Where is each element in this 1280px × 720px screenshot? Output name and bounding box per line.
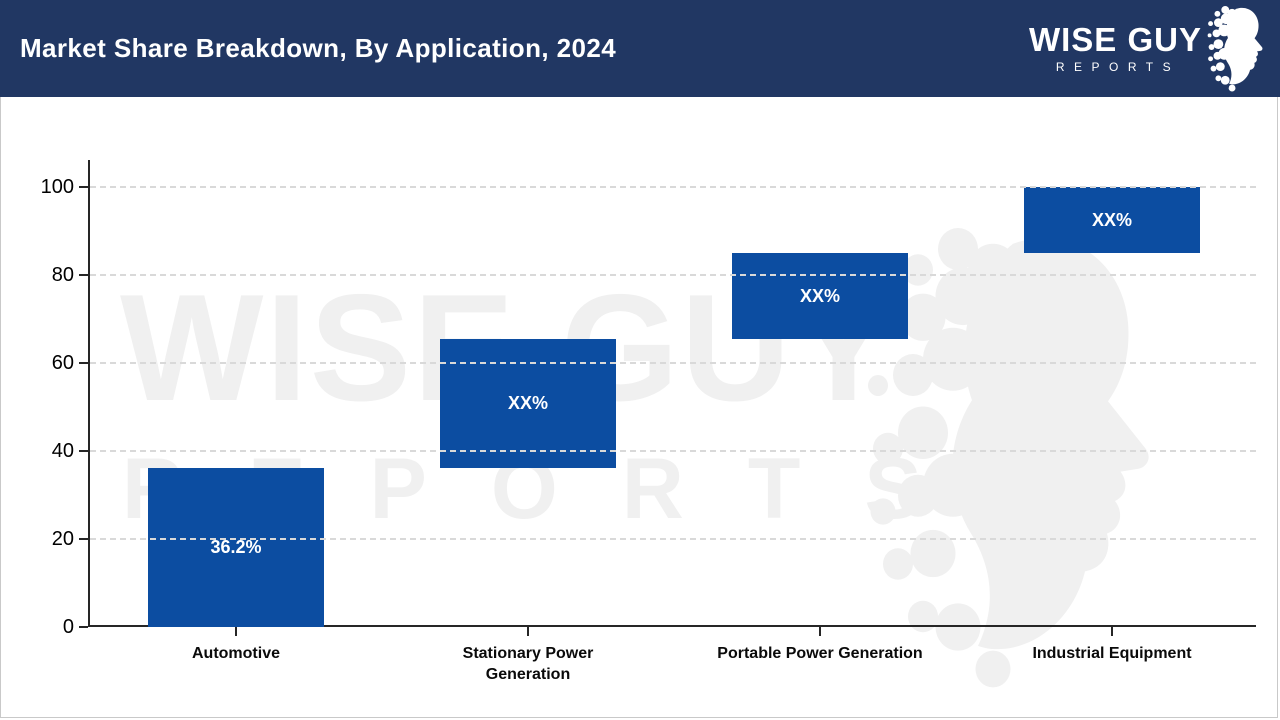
plot-area: 36.2% XX% XX% XX% 0 20 40 60 80 100 Automotive Stat… <box>41 160 1256 683</box>
y-tick-label: 100 <box>40 176 74 198</box>
bar-segment <box>148 467 324 627</box>
wise-guy-reports-logo: WISE GUY REPORTS <box>1029 5 1266 92</box>
x-tick-mark <box>235 627 237 636</box>
page-title: Market Share Breakdown, By Application, … <box>20 33 617 63</box>
bar-value-label: XX% <box>799 285 840 306</box>
logo-face-icon <box>1207 5 1263 92</box>
y-gridline <box>90 362 1256 364</box>
y-gridline <box>90 538 1256 540</box>
logo-line2: REPORTS <box>1055 60 1181 74</box>
bar-segment <box>440 338 616 468</box>
y-gridline <box>90 186 1256 188</box>
x-category-label: Stationary Power Generation <box>462 645 594 684</box>
bar-value-label: 36.2% <box>210 537 262 558</box>
logo-line1: WISE GUY <box>1028 21 1202 58</box>
y-tick-mark <box>79 626 88 628</box>
x-category-label: Automotive <box>192 645 280 662</box>
bar-segment <box>732 253 908 339</box>
y-tick-label: 80 <box>51 264 74 286</box>
x-category-label: Portable Power Generation <box>717 645 923 662</box>
y-tick-mark <box>79 274 88 276</box>
x-category-label: Industrial Equipment <box>1032 645 1192 662</box>
y-tick-mark <box>79 186 88 188</box>
y-tick-label: 20 <box>51 528 74 550</box>
header-bar: Market Share Breakdown, By Application, … <box>0 0 1280 97</box>
x-tick-mark <box>819 627 821 636</box>
bar-value-label: XX% <box>507 393 548 414</box>
y-tick-label: 0 <box>62 616 74 638</box>
y-tick-label: 60 <box>51 352 74 374</box>
y-tick-mark <box>79 538 88 540</box>
y-tick-label: 40 <box>51 440 74 462</box>
y-tick-mark <box>79 450 88 452</box>
y-tick-mark <box>79 362 88 364</box>
bar-segment <box>1024 187 1200 253</box>
y-gridline <box>90 274 1256 276</box>
y-gridline <box>90 450 1256 452</box>
bar-value-label: XX% <box>1091 210 1132 230</box>
x-tick-mark <box>527 627 529 636</box>
x-tick-mark <box>1111 627 1113 636</box>
logo-text: WISE GUY REPORTS <box>1029 23 1202 74</box>
